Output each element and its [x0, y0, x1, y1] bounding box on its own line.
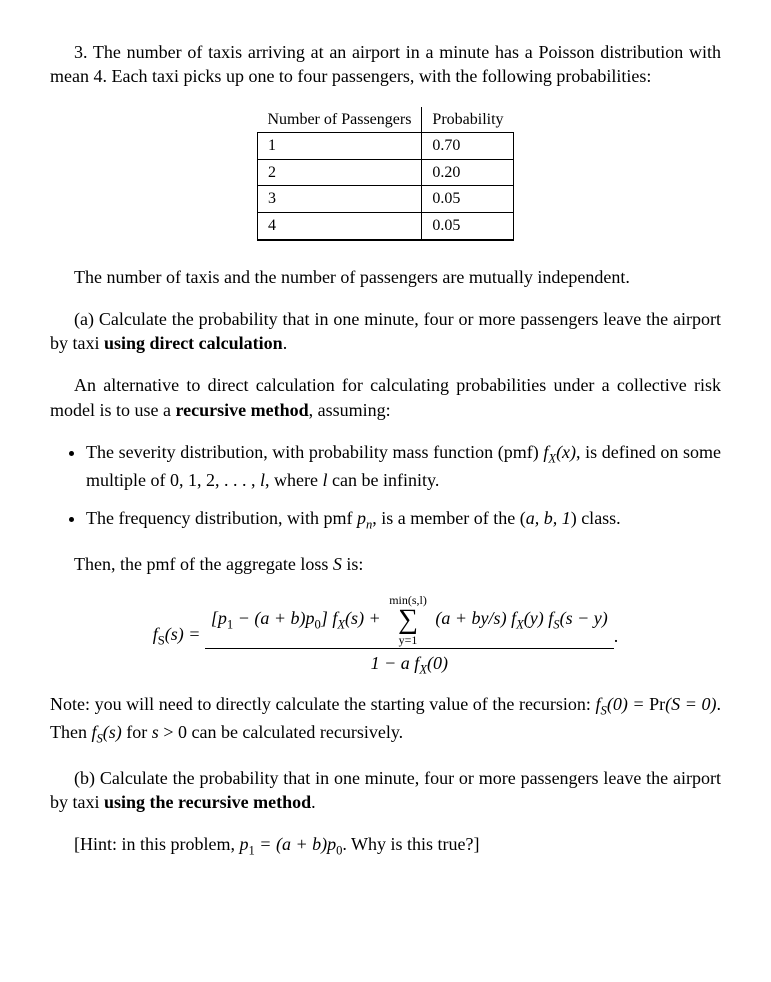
recursion-formula: fS(s) = [p1 − (a + b)p0] fX(s) + min(s,l…	[50, 594, 721, 679]
cell-p: 0.20	[422, 159, 514, 186]
table-row: 2 0.20	[257, 159, 513, 186]
recursion-note: Note: you will need to directly calculat…	[50, 692, 721, 747]
part-a: (a) Calculate the probability that in on…	[50, 307, 721, 356]
bullet-frequency: The frequency distribution, with pmf pn,…	[86, 506, 721, 534]
table-row: 3 0.05	[257, 186, 513, 213]
table-header-row: Number of Passengers Probability	[257, 107, 513, 133]
problem-number: 3.	[74, 42, 88, 62]
cell-n: 4	[257, 212, 421, 239]
cell-n: 2	[257, 159, 421, 186]
cell-p: 0.05	[422, 186, 514, 213]
col-header-passengers: Number of Passengers	[257, 107, 421, 133]
part-b: (b) Calculate the probability that in on…	[50, 766, 721, 815]
alternative-intro: An alternative to direct calculation for…	[50, 373, 721, 422]
then-pmf: Then, the pmf of the aggregate loss S is…	[50, 552, 721, 576]
table-row: 4 0.05	[257, 212, 513, 239]
col-header-probability: Probability	[422, 107, 514, 133]
problem-intro: 3. The number of taxis arriving at an ai…	[50, 40, 721, 89]
cell-n: 3	[257, 186, 421, 213]
cell-p: 0.70	[422, 133, 514, 160]
intro-text: The number of taxis arriving at an airpo…	[50, 42, 721, 86]
independence-note: The number of taxis and the number of pa…	[50, 265, 721, 289]
probability-table: Number of Passengers Probability 1 0.70 …	[257, 107, 514, 241]
cell-n: 1	[257, 133, 421, 160]
cell-p: 0.05	[422, 212, 514, 239]
hint: [Hint: in this problem, p1 = (a + b)p0. …	[50, 832, 721, 860]
assumption-list: The severity distribution, with probabil…	[50, 440, 721, 533]
table-row: 1 0.70	[257, 133, 513, 160]
bullet-severity: The severity distribution, with probabil…	[86, 440, 721, 492]
